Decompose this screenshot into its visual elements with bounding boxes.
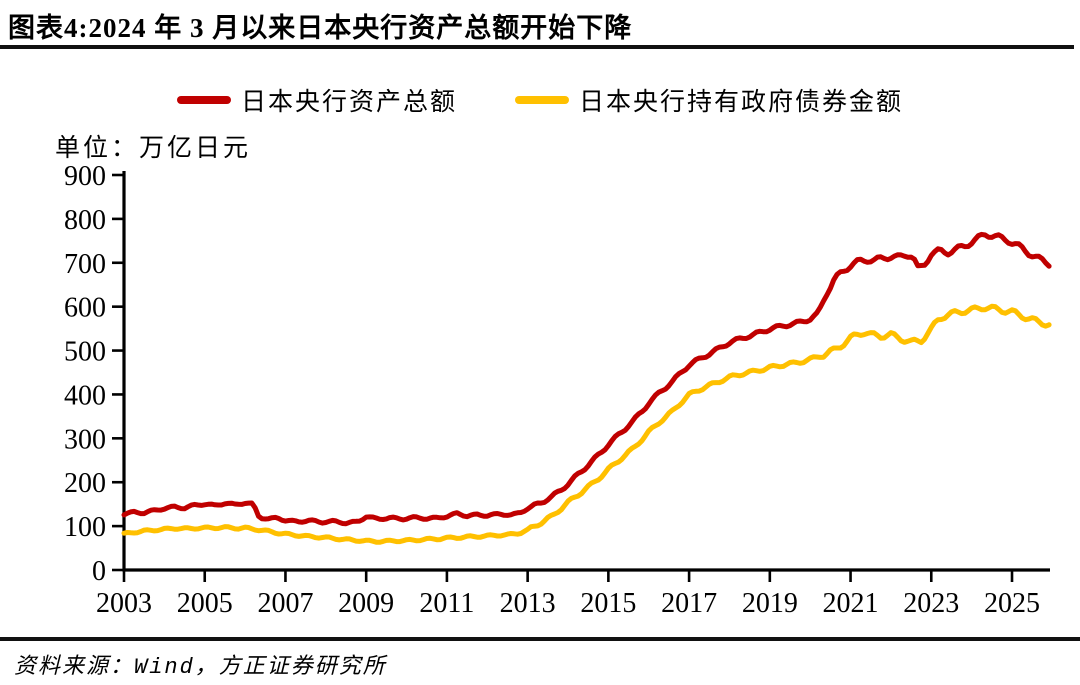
- x-tick-label: 2017: [661, 588, 717, 619]
- y-tick-label: 200: [64, 468, 106, 499]
- axes: [122, 171, 1050, 572]
- x-tick-label: 2007: [257, 588, 313, 619]
- legend-label-govt-bonds: 日本央行持有政府债券金额: [579, 89, 904, 116]
- y-tick-label: 600: [64, 293, 106, 324]
- y-tick-label: 500: [64, 337, 106, 368]
- legend-label-total-assets: 日本央行资产总额: [240, 89, 457, 116]
- govt-bonds-line-swatch: [515, 96, 569, 104]
- title-rule: [0, 45, 1074, 49]
- x-tick-label: 2025: [984, 588, 1040, 619]
- x-tick-label: 2019: [742, 588, 798, 619]
- x-tick-label: 2003: [96, 588, 152, 619]
- series-line-total-assets: [121, 231, 1052, 527]
- x-tick-label: 2023: [903, 588, 959, 619]
- axis-unit-label: 单位：万亿日元: [55, 135, 252, 162]
- series-line-govt-bonds: [121, 303, 1052, 545]
- x-tick-label: 2005: [177, 588, 233, 619]
- total-assets-line-swatch: [176, 96, 231, 104]
- legend-item-govt-bonds: 日本央行持有政府债券金额: [515, 82, 903, 118]
- y-tick-label: 700: [64, 249, 106, 280]
- bottom-rule: [0, 637, 1080, 641]
- y-tick-label: 0: [92, 556, 106, 587]
- x-tick-label: 2011: [419, 588, 474, 619]
- y-tick-label: 400: [64, 380, 106, 411]
- y-tick-label: 900: [64, 161, 106, 192]
- legend-item-total-assets: 日本央行资产总额: [176, 82, 457, 118]
- y-tick-label: 100: [64, 512, 106, 543]
- chart-legend: 日本央行资产总额 日本央行持有政府债券金额: [0, 82, 1080, 118]
- x-tick-label: 2015: [580, 588, 636, 619]
- x-tick-label: 2009: [338, 588, 394, 619]
- x-tick-label: 2021: [823, 588, 879, 619]
- source-note: 资料来源：Wind，方正证券研究所: [14, 655, 387, 680]
- y-tick-label: 300: [64, 424, 106, 455]
- figure-title: 图表4:2024 年 3 月以来日本央行资产总额开始下降: [8, 13, 633, 43]
- y-tick-label: 800: [64, 205, 106, 236]
- x-tick-label: 2013: [500, 588, 556, 619]
